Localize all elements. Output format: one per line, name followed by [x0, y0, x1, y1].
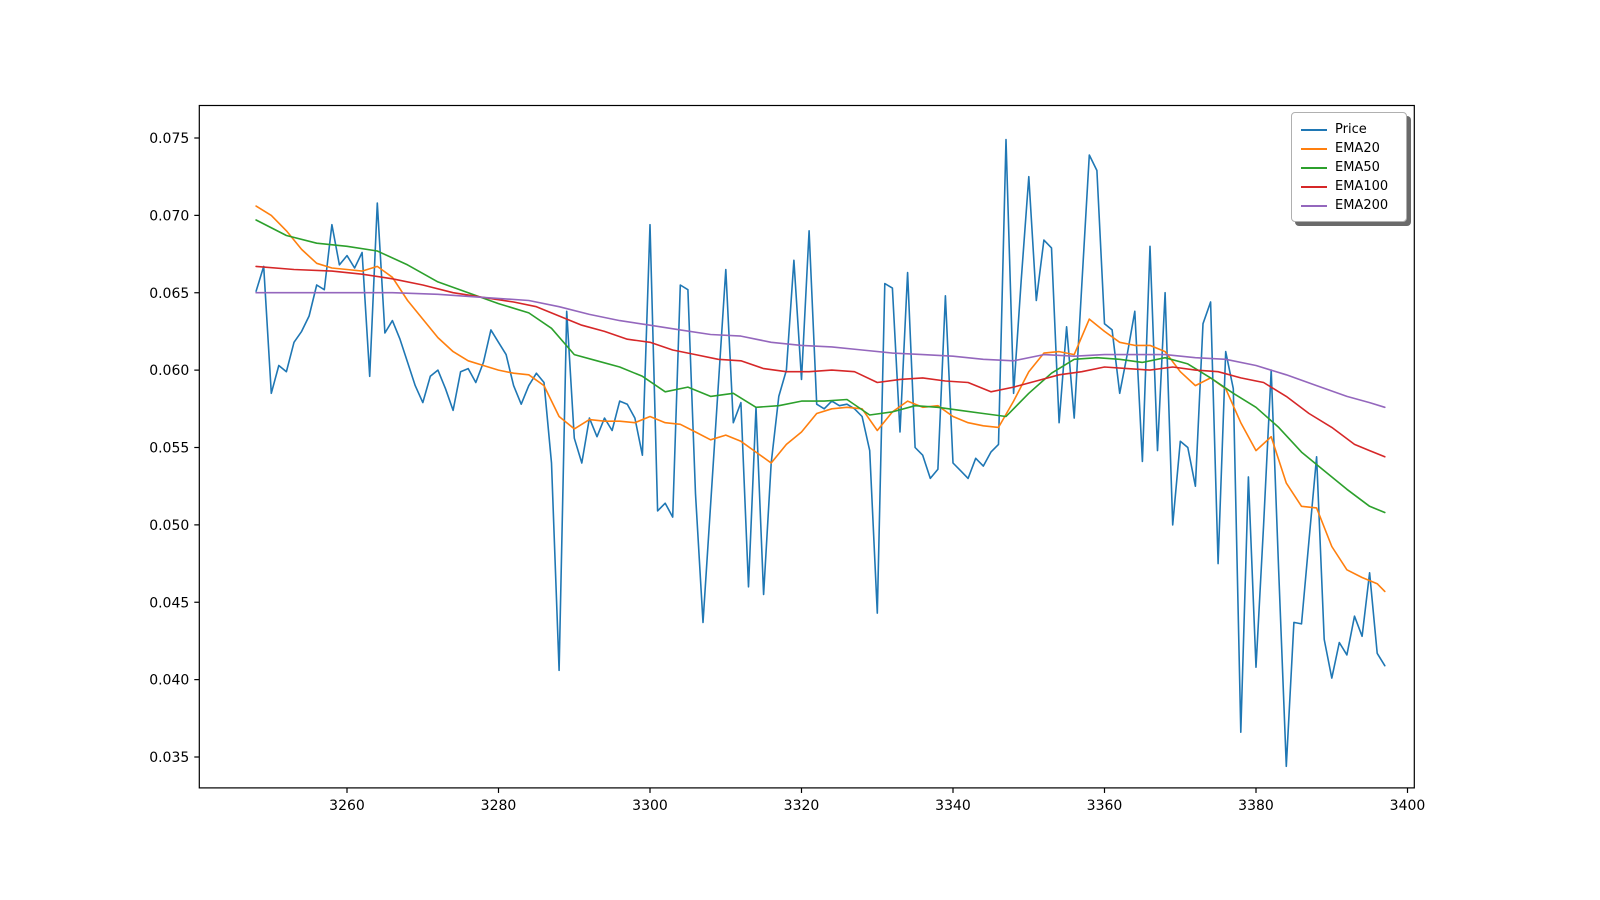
x-tick-label: 3300: [632, 798, 668, 814]
ema20-line-swatch-icon: [1301, 147, 1327, 150]
x-tick-label: 3280: [481, 798, 517, 814]
legend-label-price: Price: [1335, 122, 1367, 137]
y-tick-label: 0.035: [149, 750, 189, 766]
x-tick-label: 3380: [1238, 798, 1274, 814]
y-tick-label: 0.045: [149, 595, 189, 611]
price-line-swatch-icon: [1301, 128, 1327, 131]
y-tick-label: 0.065: [149, 286, 189, 302]
ema50-line-swatch-icon: [1301, 166, 1327, 169]
series-line-price: [255, 138, 1386, 768]
legend-item-ema100: EMA100: [1301, 177, 1397, 196]
y-tick-label: 0.040: [149, 673, 189, 689]
legend-item-price: Price: [1301, 120, 1397, 139]
legend-item-ema50: EMA50: [1301, 158, 1397, 177]
legend-label-ema20: EMA20: [1335, 141, 1380, 156]
series-line-ema50: [255, 219, 1386, 514]
x-tick-label: 3260: [329, 798, 365, 814]
legend-label-ema50: EMA50: [1335, 160, 1380, 175]
y-tick-label: 0.055: [149, 441, 189, 457]
x-tick-label: 3400: [1390, 798, 1426, 814]
ema200-line-swatch-icon: [1301, 204, 1327, 207]
y-tick-label: 0.060: [149, 363, 189, 379]
legend-label-ema100: EMA100: [1335, 179, 1389, 194]
y-tick-label: 0.070: [149, 208, 189, 224]
legend-item-ema20: EMA20: [1301, 139, 1397, 158]
axes-frame: [198, 104, 1415, 789]
series-line-ema20: [255, 205, 1386, 593]
y-tick-label: 0.075: [149, 131, 189, 147]
legend-item-ema200: EMA200: [1301, 196, 1397, 215]
legend: Price EMA20 EMA50 EMA100 EMA200: [1291, 112, 1407, 222]
series-line-ema100: [255, 265, 1386, 458]
legend-label-ema200: EMA200: [1335, 198, 1389, 213]
x-tick-label: 3320: [784, 798, 820, 814]
x-tick-label: 3360: [1087, 798, 1123, 814]
ema100-line-swatch-icon: [1301, 185, 1327, 188]
y-tick-label: 0.050: [149, 518, 189, 534]
series-line-ema200: [255, 291, 1386, 409]
x-tick-label: 3340: [935, 798, 971, 814]
